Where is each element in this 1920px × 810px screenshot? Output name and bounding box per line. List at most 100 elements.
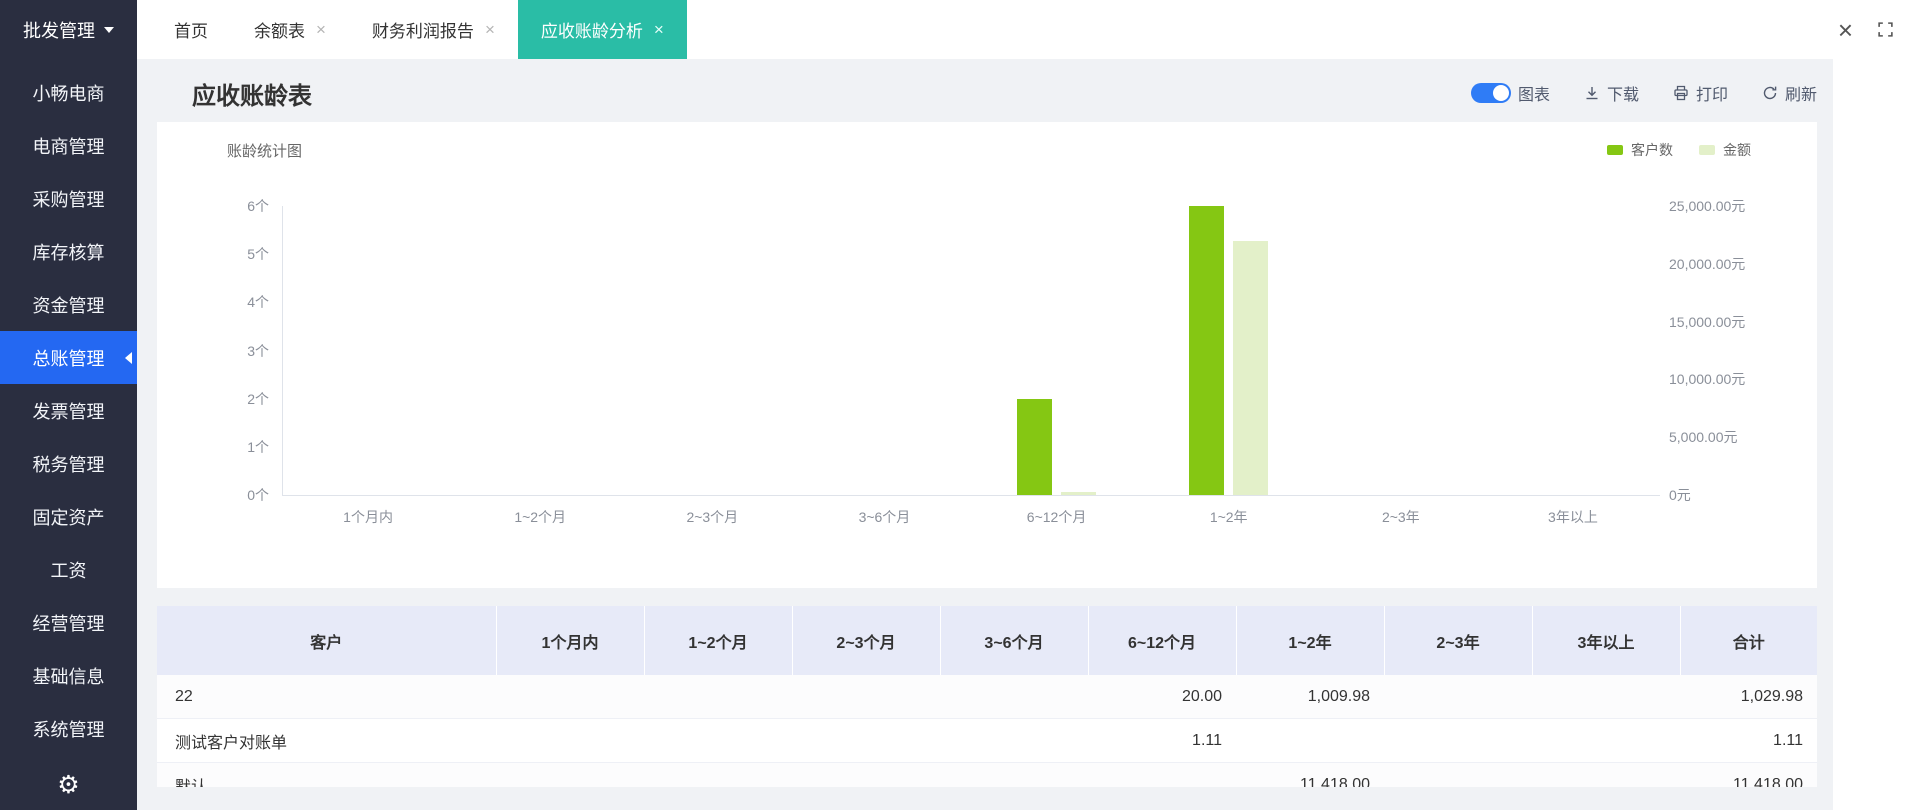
gear-icon[interactable]: ⚙ [57,770,80,799]
print-icon [1674,85,1688,101]
tab-应收账龄分析[interactable]: 应收账龄分析 × [517,0,687,59]
sidebar-item-采购管理[interactable]: 采购管理 [0,172,137,225]
amount-cell [940,762,1088,787]
sidebar-item-label: 基础信息 [32,666,105,687]
sidebar-module-switcher[interactable]: 批发管理 [0,0,137,60]
sidebar-item-基础信息[interactable]: 基础信息 [0,649,137,702]
sidebar-item-电商管理[interactable]: 电商管理 [0,119,137,172]
sidebar-item-发票管理[interactable]: 发票管理 [0,384,137,437]
aging-chart-card: 账龄统计图 客户数 金额 0个 1个 2个 3个 4个 5个 6个 0元 5,000.00元 10,… [157,122,1817,588]
table-row[interactable]: 测试客户对账单 1.11 1.11 [157,718,1817,763]
column-header-2~3年: 2~3年 [1384,606,1533,675]
table-row[interactable]: 默认 11,418.00 11,418.00 [157,762,1817,787]
page-title: 应收账龄表 [192,82,312,110]
refresh-icon [1763,86,1777,100]
table-header-row: 客户 1个月内 1~2个月 2~3个月 3~6个月 6~12个月 1~2年 2~3年 3年以上合… [157,606,1817,675]
amount-cell [792,718,940,763]
sidebar-item-经营管理[interactable]: 经营管理 [0,596,137,649]
y-axis-left-label: 6个 [247,198,269,214]
amount-cell [792,762,940,787]
customer-cell: 默认 [157,762,496,787]
sidebar-item-税务管理[interactable]: 税务管理 [0,437,137,490]
sidebar-item-label: 电商管理 [32,136,105,157]
sidebar: 批发管理 小畅电商电商管理采购管理库存核算资金管理总账管理 发票管理税务管理固定资… [0,0,137,810]
amount-cell: 11,418.00 [1680,762,1817,787]
y-axis-left-label: 5个 [247,246,269,263]
bar-customers[interactable] [1016,398,1052,495]
amount-cell [496,675,644,719]
amount-cell [1532,762,1680,787]
amount-cell [1236,718,1384,763]
amount-cell: 1.11 [1088,718,1236,763]
amount-cell [496,762,644,787]
page-header: 应收账龄表 图表 下载 [157,77,1817,110]
table-row[interactable]: 22 20.00 1,009.98 1,029.98 [157,675,1817,719]
chart-view-toggle[interactable]: 图表 [1470,81,1550,105]
sidebar-item-总账管理[interactable]: 总账管理 [0,331,137,384]
legend-客户数[interactable]: 客户数 [1607,140,1673,160]
amount-cell: 1,029.98 [1680,675,1817,719]
sidebar-item-label: 工资 [50,560,87,581]
y-axis-left-label: 4个 [247,294,269,311]
sidebar-item-固定资产[interactable]: 固定资产 [0,490,137,543]
amount-cell: 1.11 [1680,718,1817,763]
toggle-label: 图表 [1517,87,1550,104]
chart-legend: 客户数 金额 [1607,140,1751,160]
refresh-button[interactable]: 刷新 [1762,81,1817,105]
column-header-2~3个月: 2~3个月 [792,606,941,675]
legend-swatch-icon [1607,145,1623,155]
sidebar-item-小畅电商[interactable]: 小畅电商 [0,66,137,119]
bar-customers[interactable] [1188,206,1224,495]
y-axis-right-label: 10,000.00元 [1669,371,1746,388]
x-axis-label: 1~2年 [1209,509,1248,525]
sidebar-item-资金管理[interactable]: 资金管理 [0,278,137,331]
column-header-合计: 合计 [1680,606,1817,675]
toggle-switch-icon[interactable] [1470,83,1511,103]
fullscreen-icon[interactable] [1877,21,1894,38]
tab-首页[interactable]: 首页 [151,0,231,59]
download-button[interactable]: 下载 [1584,81,1639,105]
y-axis-line [282,206,283,496]
print-button[interactable]: 打印 [1673,81,1728,105]
x-axis-label: 1~2个月 [514,509,567,525]
aging-table: 客户 1个月内 1~2个月 2~3个月 3~6个月 6~12个月 1~2年 2~3年 3年以上合… [157,606,1817,787]
sidebar-item-工资[interactable]: 工资 [0,543,137,596]
legend-金额[interactable]: 金额 [1699,140,1751,160]
tab-close-icon[interactable]: × [484,20,495,39]
column-header-1个月内: 1个月内 [496,606,645,675]
tab-bar: 首页 余额表 × 财务利润报告 × 应收账龄分析 × × [137,0,1920,59]
bar-amount[interactable] [1232,240,1268,495]
tab-财务利润报告[interactable]: 财务利润报告 × [349,0,518,59]
sidebar-item-label: 固定资产 [32,507,105,528]
amount-cell [940,718,1088,763]
amount-cell: 1,009.98 [1236,675,1384,719]
print-label: 打印 [1695,87,1728,104]
amount-cell [1384,718,1532,763]
chart-title: 账龄统计图 [227,143,303,160]
amount-cell [1088,762,1236,787]
amount-cell [792,675,940,719]
sidebar-item-label: 系统管理 [32,719,105,740]
x-axis-line [282,495,1660,496]
sidebar-menu: 小畅电商电商管理采购管理库存核算资金管理总账管理 发票管理税务管理固定资产工资经营… [0,66,137,755]
amount-cell: 20.00 [1088,675,1236,719]
tab-close-icon[interactable]: × [316,20,326,39]
sidebar-item-label: 税务管理 [32,454,105,475]
sidebar-item-库存核算[interactable]: 库存核算 [0,225,137,278]
sidebar-item-label: 采购管理 [32,189,105,210]
bar-amount[interactable] [1060,492,1096,495]
main-area: 首页 余额表 × 财务利润报告 × 应收账龄分析 × × 应收账龄表 图表 [137,0,1920,810]
tab-余额表[interactable]: 余额表 × [231,0,349,59]
legend-swatch-icon [1699,145,1715,155]
x-axis-label: 2~3个月 [686,509,739,525]
sidebar-item-系统管理[interactable]: 系统管理 [0,702,137,755]
sidebar-item-label: 资金管理 [32,295,105,316]
tab-list: 首页 余额表 × 财务利润报告 × 应收账龄分析 × [137,0,687,59]
close-icon[interactable]: × [1837,14,1853,45]
tab-close-icon[interactable]: × [653,20,664,39]
sidebar-footer: ⚙ [0,760,137,810]
y-axis-right-label: 15,000.00元 [1669,313,1746,330]
x-axis-label: 2~3年 [1381,509,1420,525]
column-header-1~2年: 1~2年 [1236,606,1385,675]
y-axis-right-label: 5,000.00元 [1669,429,1738,446]
